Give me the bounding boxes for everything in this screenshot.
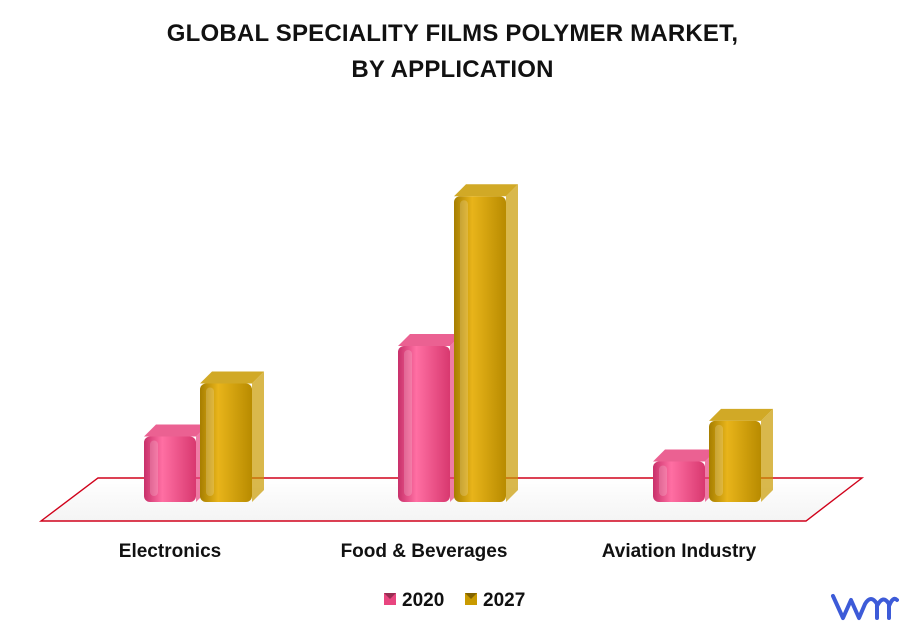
- bar-highlight: [659, 465, 667, 496]
- legend: 2020 2027: [384, 590, 525, 611]
- chart-title-line-2: BY APPLICATION: [351, 56, 554, 83]
- bar-side: [252, 371, 264, 502]
- bar-2020-food-beverages: [398, 334, 462, 502]
- bar-front: [454, 196, 506, 503]
- legend-swatch-2020: [384, 593, 396, 605]
- legend-swatch-shade: [384, 593, 396, 599]
- chart-title-line-1: GLOBAL SPECIALITY FILMS POLYMER MARKET,: [166, 20, 739, 47]
- bar-highlight: [460, 200, 468, 497]
- bar-side: [761, 408, 773, 502]
- bar-top: [144, 424, 208, 437]
- bar-front: [398, 346, 450, 502]
- legend-swatch-2027: [465, 593, 477, 605]
- bar-top: [398, 334, 462, 346]
- bar-front: [200, 383, 252, 502]
- bar-2020-electronics: [144, 424, 208, 502]
- legend-label-2027: 2027: [483, 590, 525, 611]
- vmr-logo: [831, 594, 899, 620]
- bar-top: [454, 184, 518, 197]
- bar-highlight: [150, 440, 158, 496]
- bar-side: [506, 184, 518, 503]
- category-label: Food & Beverages: [341, 541, 508, 562]
- category-label: Electronics: [119, 541, 221, 562]
- bar-highlight: [404, 350, 412, 496]
- bar-front: [144, 436, 196, 502]
- bar-highlight: [715, 424, 723, 496]
- category-label: Aviation Industry: [602, 541, 757, 562]
- bar-top: [653, 449, 717, 462]
- bar-top: [709, 408, 773, 421]
- bar-front: [709, 420, 761, 502]
- bar-highlight: [206, 387, 214, 496]
- bar-front: [653, 461, 705, 502]
- bars-layer: [144, 184, 773, 503]
- bar-top: [200, 371, 264, 384]
- legend-label-2020: 2020: [402, 590, 444, 611]
- legend-swatch-shade: [465, 593, 477, 599]
- bar-2027-electronics: [200, 371, 264, 502]
- bar-2027-aviation-industry: [709, 408, 773, 502]
- category-labels: Electronics Food & Beverages Aviation Indu…: [119, 541, 757, 562]
- bar-2020-aviation-industry: [653, 449, 717, 502]
- bar-2027-food-beverages: [454, 184, 518, 503]
